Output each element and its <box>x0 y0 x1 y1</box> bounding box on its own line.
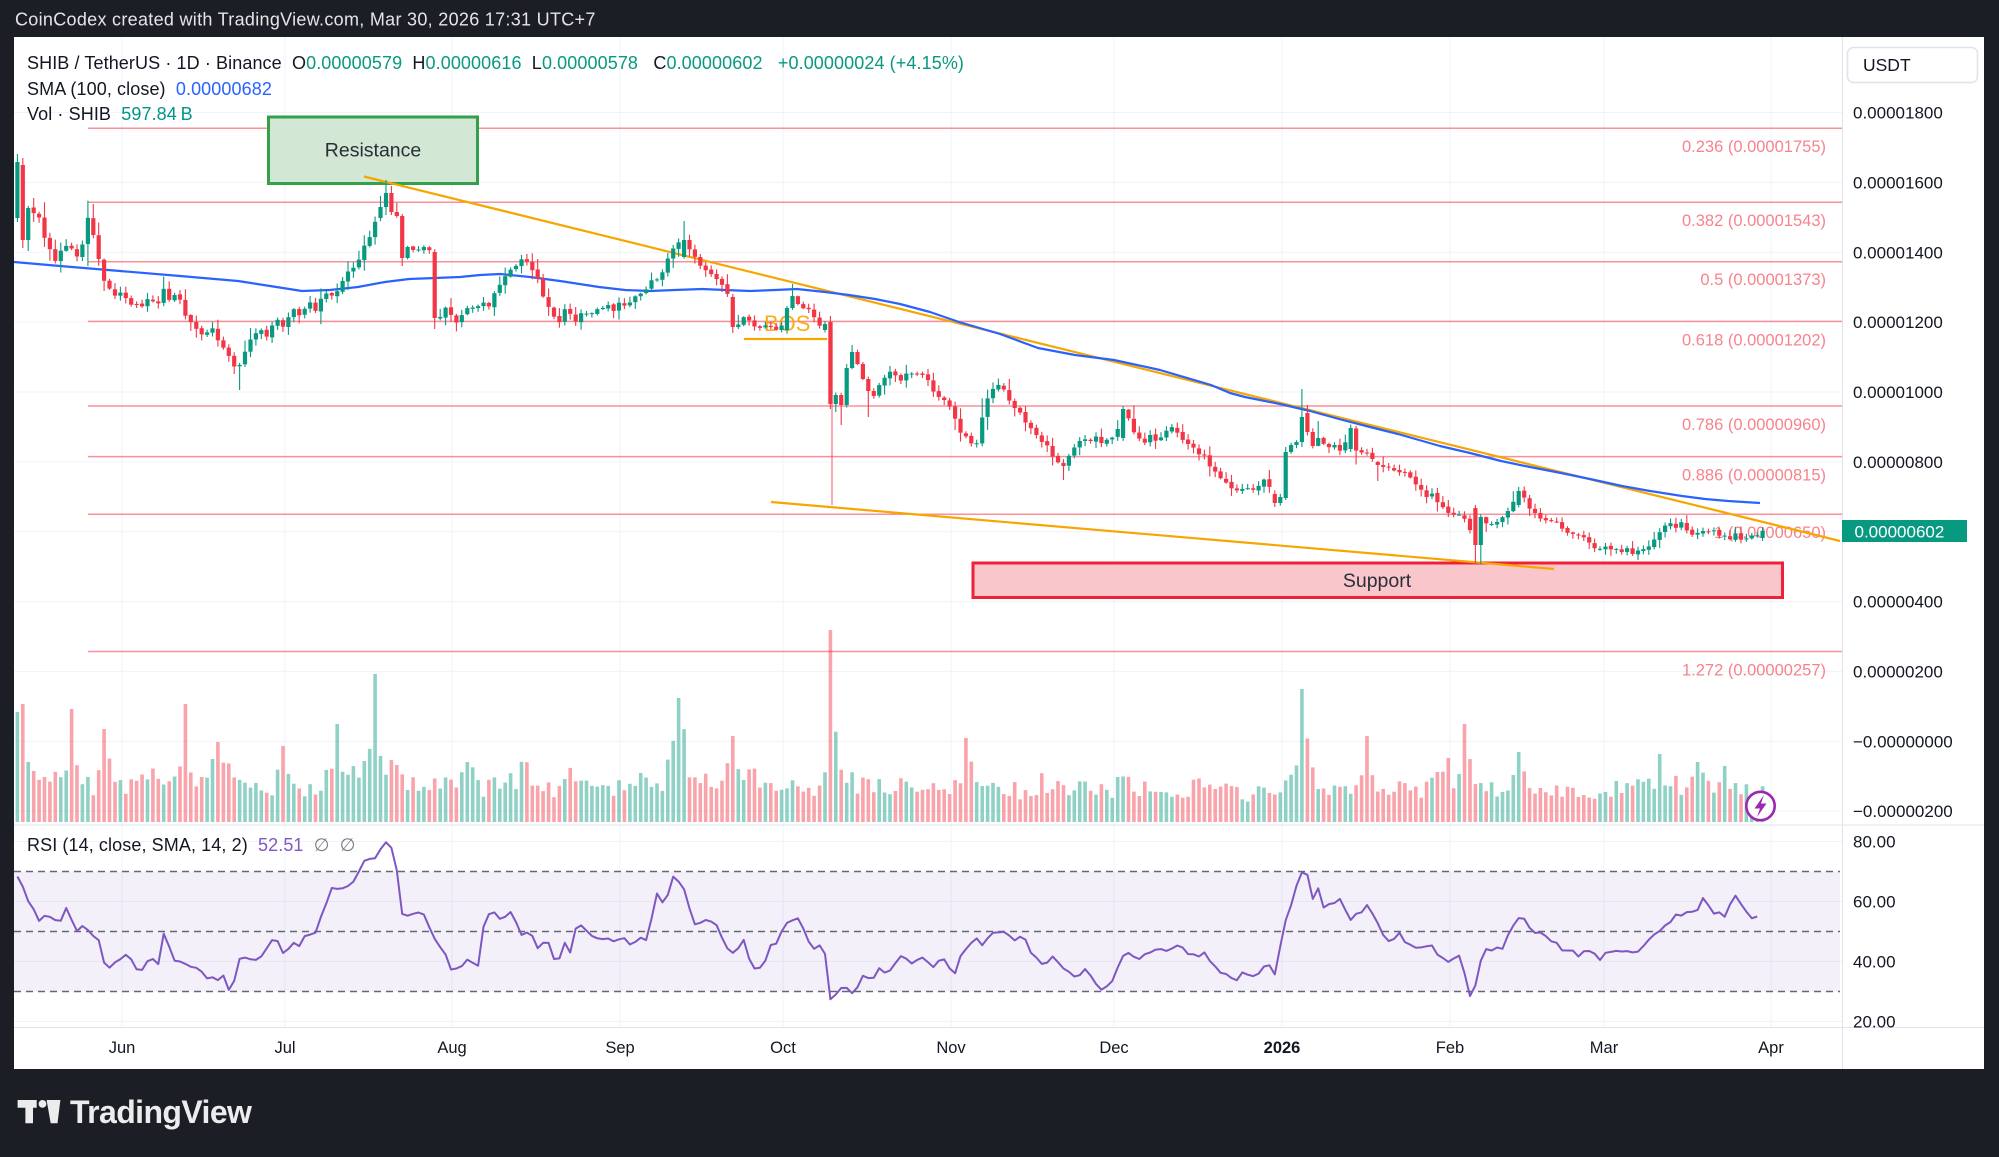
svg-text:0.00000800: 0.00000800 <box>1853 453 1943 472</box>
svg-text:1.272 (0.00000257): 1.272 (0.00000257) <box>1682 662 1826 680</box>
svg-text:0.00000602: 0.00000602 <box>1855 523 1945 542</box>
svg-text:SMA (100, close) 0.00000682: SMA (100, close) 0.00000682 <box>27 79 272 99</box>
svg-text:80.00: 80.00 <box>1853 833 1896 852</box>
svg-text:0.00001600: 0.00001600 <box>1853 173 1943 192</box>
svg-text:Feb: Feb <box>1436 1039 1464 1057</box>
svg-text:40.00: 40.00 <box>1853 953 1896 972</box>
svg-text:60.00: 60.00 <box>1853 893 1896 912</box>
svg-text:Aug: Aug <box>437 1039 466 1057</box>
svg-text:0.00000200: 0.00000200 <box>1853 662 1943 681</box>
svg-text:TradingView: TradingView <box>70 1094 252 1130</box>
svg-text:0.00000400: 0.00000400 <box>1853 593 1943 612</box>
svg-text:0.382 (0.00001543): 0.382 (0.00001543) <box>1682 212 1826 230</box>
svg-text:Sep: Sep <box>605 1039 634 1057</box>
svg-text:Jun: Jun <box>109 1039 136 1057</box>
svg-text:Support: Support <box>1343 570 1412 592</box>
svg-text:0.786 (0.00000960): 0.786 (0.00000960) <box>1682 416 1826 434</box>
svg-text:0.00001200: 0.00001200 <box>1853 313 1943 332</box>
svg-text:−0.00000200: −0.00000200 <box>1853 802 1953 821</box>
svg-text:−0.00000000: −0.00000000 <box>1853 732 1953 751</box>
svg-text:0.618 (0.00001202): 0.618 (0.00001202) <box>1682 331 1826 349</box>
svg-text:0.5 (0.00001373): 0.5 (0.00001373) <box>1700 271 1826 289</box>
svg-text:0.00001800: 0.00001800 <box>1853 104 1943 123</box>
svg-text:0.00001400: 0.00001400 <box>1853 243 1943 262</box>
svg-text:CoinCodex created with Trading: CoinCodex created with TradingView.com, … <box>15 10 596 30</box>
svg-text:Apr: Apr <box>1758 1039 1784 1057</box>
svg-text:2026: 2026 <box>1264 1039 1301 1057</box>
svg-text:20.00: 20.00 <box>1853 1013 1896 1032</box>
svg-text:Oct: Oct <box>770 1039 796 1057</box>
svg-text:USDT: USDT <box>1863 55 1911 75</box>
svg-text:0.00001000: 0.00001000 <box>1853 383 1943 402</box>
svg-text:0.886 (0.00000815): 0.886 (0.00000815) <box>1682 467 1826 485</box>
svg-text:Nov: Nov <box>936 1039 966 1057</box>
svg-text:Resistance: Resistance <box>325 140 421 162</box>
svg-text:SHIB / TetherUS · 1D · Binance: SHIB / TetherUS · 1D · Binance O0.000005… <box>27 53 964 73</box>
svg-text:RSI (14, close, SMA, 14, 2) 5: RSI (14, close, SMA, 14, 2) 52.51 ∅ ∅ <box>27 835 356 855</box>
svg-text:Mar: Mar <box>1590 1039 1619 1057</box>
svg-text:0.236 (0.00001755): 0.236 (0.00001755) <box>1682 138 1826 156</box>
svg-text:Vol · SHIB 597.84 B: Vol · SHIB 597.84 B <box>27 104 193 124</box>
svg-text:Jul: Jul <box>274 1039 295 1057</box>
svg-text:Dec: Dec <box>1099 1039 1128 1057</box>
